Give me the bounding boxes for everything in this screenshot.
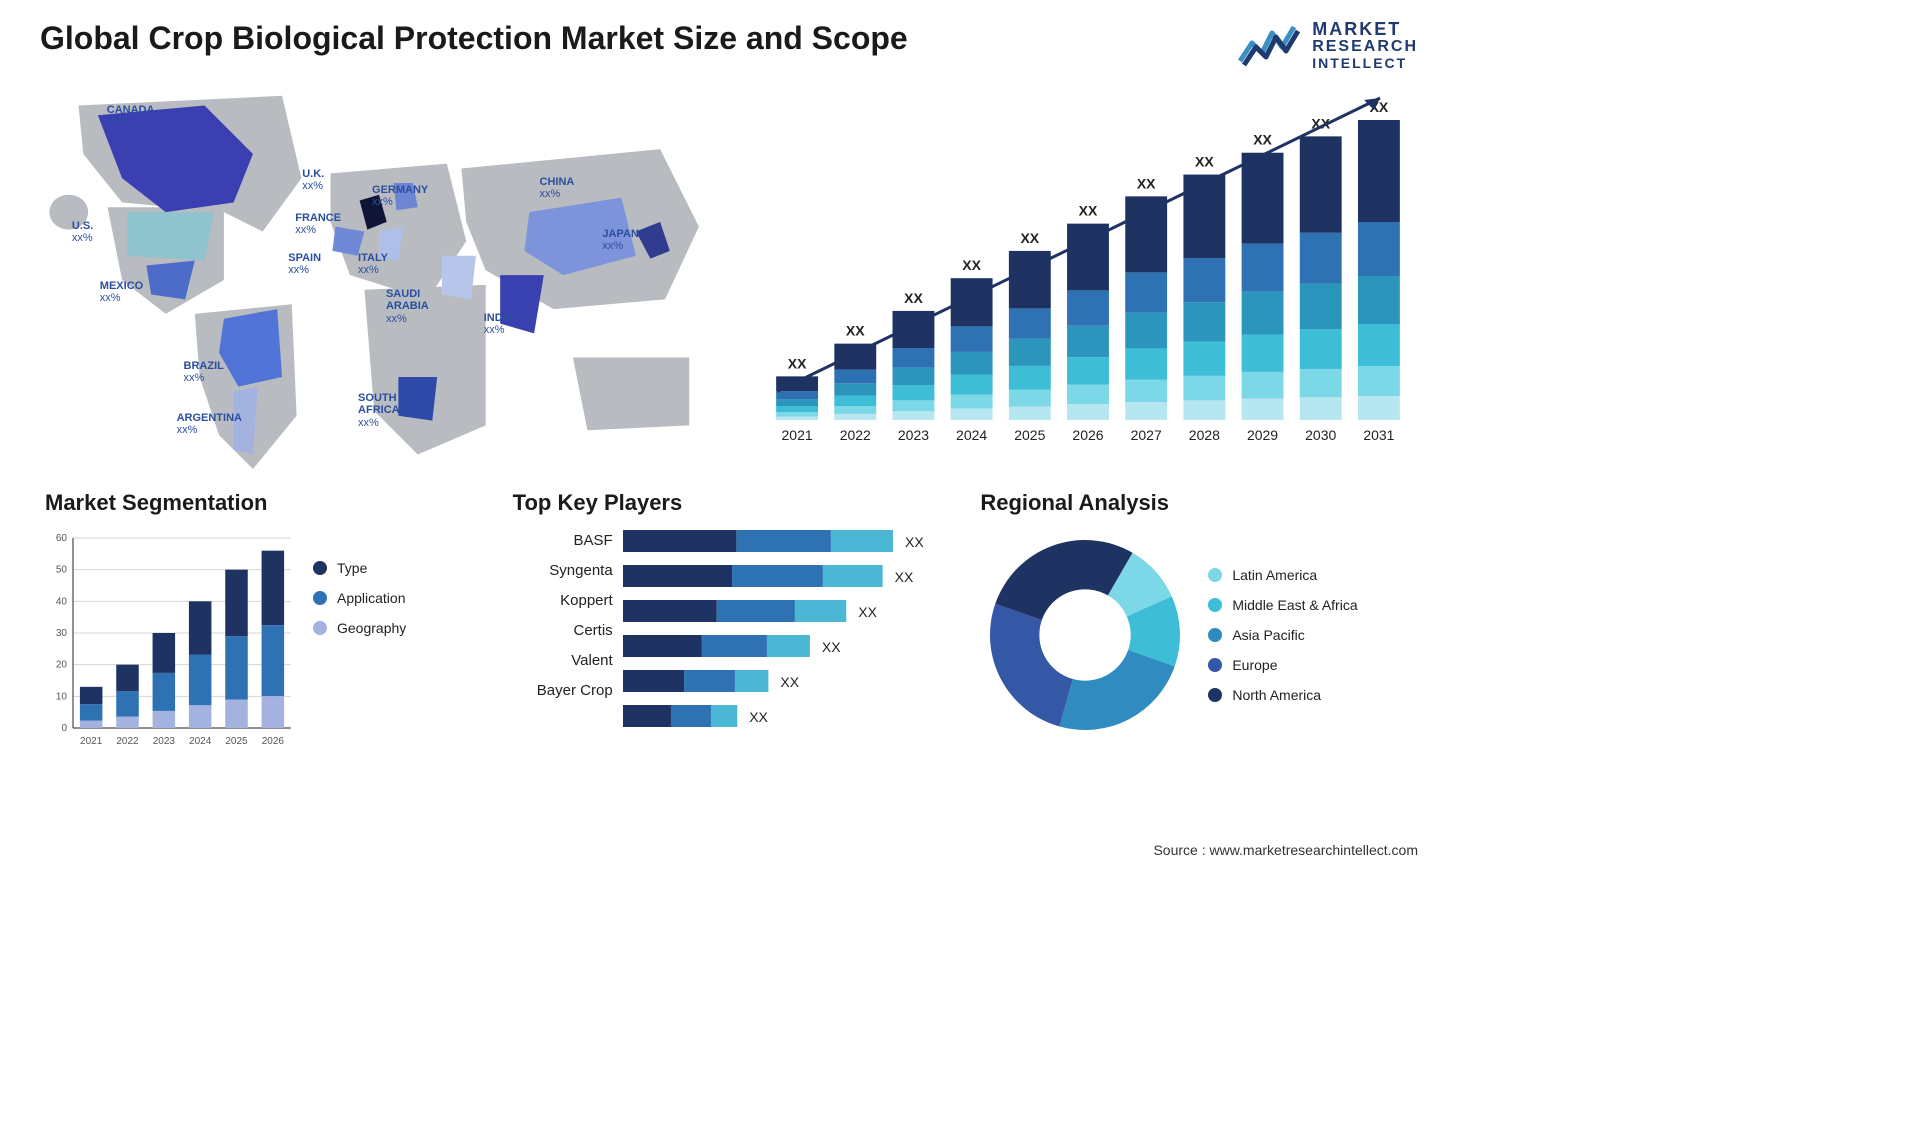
world-map: CANADAxx%U.S.xx%MEXICOxx%BRAZILxx%ARGENT… <box>30 80 728 480</box>
player-label: Bayer Crop <box>513 682 613 699</box>
svg-text:60: 60 <box>56 533 68 544</box>
svg-text:2026: 2026 <box>262 736 285 747</box>
players-panel: Top Key Players BASF Syngenta Koppert Certi… <box>513 490 951 750</box>
svg-text:2028: 2028 <box>1189 427 1220 443</box>
svg-text:10: 10 <box>56 692 68 703</box>
svg-text:50: 50 <box>56 565 68 576</box>
legend-item: Europe <box>1208 657 1357 673</box>
svg-text:2022: 2022 <box>840 427 871 443</box>
logo-icon <box>1238 23 1302 67</box>
regional-panel: Regional Analysis Latin America Middle Ea… <box>980 490 1418 750</box>
logo-line1: MARKET <box>1312 20 1418 39</box>
svg-text:XX: XX <box>780 674 799 690</box>
svg-text:2023: 2023 <box>153 736 176 747</box>
logo-line3: INTELLECT <box>1312 56 1418 71</box>
svg-text:XX: XX <box>962 258 981 274</box>
players-svg: XX XX XX XX XX XX <box>623 530 943 750</box>
player-label: Koppert <box>513 592 613 609</box>
player-label: BASF <box>513 532 613 549</box>
legend-item: Application <box>313 590 406 606</box>
growth-bar-chart: XX 2021 XX 2022 XX 2023 XX 2024 XX 2025 XX 2026 XX 20… <box>758 80 1418 460</box>
svg-text:2021: 2021 <box>782 427 813 443</box>
svg-text:2022: 2022 <box>116 736 139 747</box>
legend-item: Asia Pacific <box>1208 627 1357 643</box>
svg-text:XX: XX <box>822 639 841 655</box>
svg-text:2025: 2025 <box>225 736 248 747</box>
source-attribution: Source : www.marketresearchintellect.com <box>1153 842 1418 858</box>
legend-item: North America <box>1208 687 1357 703</box>
regional-legend: Latin America Middle East & Africa Asia Pa… <box>1208 567 1357 703</box>
svg-text:XX: XX <box>858 604 877 620</box>
svg-text:XX: XX <box>788 356 807 372</box>
svg-text:2021: 2021 <box>80 736 103 747</box>
players-labels: BASF Syngenta Koppert Certis Valent Bayer Cro… <box>513 530 613 750</box>
legend-item: Geography <box>313 620 406 636</box>
svg-text:XX: XX <box>1020 230 1039 246</box>
players-chart: XX XX XX XX XX XX <box>623 530 951 750</box>
svg-text:2024: 2024 <box>956 427 987 443</box>
player-label: Syngenta <box>513 562 613 579</box>
segmentation-legend: Type Application Geography <box>313 530 406 750</box>
svg-text:2026: 2026 <box>1072 427 1103 443</box>
regional-title: Regional Analysis <box>980 490 1418 516</box>
svg-text:2029: 2029 <box>1247 427 1278 443</box>
segmentation-chart: 0 10 20 30 40 50 60 2021 2022 2023 2024 2025 2026 <box>45 530 295 750</box>
regional-donut <box>980 530 1190 740</box>
svg-text:XX: XX <box>749 709 768 725</box>
legend-item: Type <box>313 560 406 576</box>
logo-line2: RESEARCH <box>1312 39 1418 56</box>
brand-logo: MARKET RESEARCH INTELLECT <box>1238 20 1418 70</box>
svg-text:XX: XX <box>1253 132 1272 148</box>
svg-text:2030: 2030 <box>1305 427 1336 443</box>
page-title: Global Crop Biological Protection Market… <box>40 20 908 57</box>
svg-text:XX: XX <box>894 569 913 585</box>
player-label: Valent <box>513 652 613 669</box>
segmentation-title: Market Segmentation <box>45 490 483 516</box>
svg-text:2025: 2025 <box>1014 427 1045 443</box>
svg-text:2031: 2031 <box>1363 427 1394 443</box>
svg-text:40: 40 <box>56 597 68 608</box>
svg-text:XX: XX <box>905 534 924 550</box>
legend-item: Latin America <box>1208 567 1357 583</box>
svg-text:2024: 2024 <box>189 736 212 747</box>
svg-text:XX: XX <box>904 290 923 306</box>
svg-text:XX: XX <box>1195 154 1214 170</box>
svg-text:2023: 2023 <box>898 427 929 443</box>
svg-text:XX: XX <box>1137 176 1156 192</box>
segmentation-panel: Market Segmentation 0 10 20 30 40 50 60 2021 202… <box>45 490 483 750</box>
svg-text:20: 20 <box>56 660 68 671</box>
segmentation-svg: 0 10 20 30 40 50 60 2021 2022 2023 2024 2025 2026 <box>45 530 295 750</box>
players-title: Top Key Players <box>513 490 951 516</box>
svg-text:XX: XX <box>846 323 865 339</box>
svg-text:2027: 2027 <box>1131 427 1162 443</box>
growth-bar-svg: XX 2021 XX 2022 XX 2023 XX 2024 XX 2025 XX 2026 XX 20… <box>758 80 1418 460</box>
svg-text:XX: XX <box>1079 203 1098 219</box>
legend-item: Middle East & Africa <box>1208 597 1357 613</box>
player-label: Certis <box>513 622 613 639</box>
svg-text:0: 0 <box>61 723 67 734</box>
world-map-svg <box>30 80 728 480</box>
svg-text:30: 30 <box>56 628 68 639</box>
